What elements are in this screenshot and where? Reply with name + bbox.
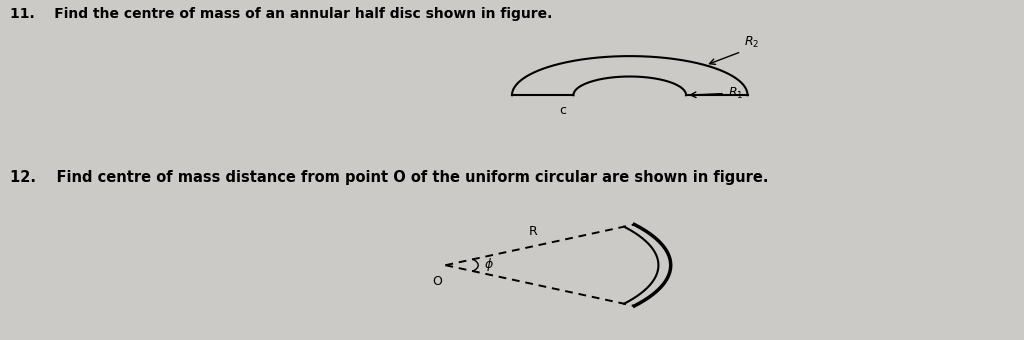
Text: R: R	[529, 225, 538, 238]
Text: 12.    Find centre of mass distance from point O of the uniform circular are sho: 12. Find centre of mass distance from po…	[10, 170, 769, 185]
Text: $\phi$: $\phi$	[484, 256, 495, 273]
Text: c: c	[560, 104, 566, 117]
Text: $R_2$: $R_2$	[744, 35, 760, 50]
Text: O: O	[432, 275, 442, 288]
Text: 11.    Find the centre of mass of an annular half disc shown in figure.: 11. Find the centre of mass of an annula…	[10, 7, 553, 21]
Text: $R_1$: $R_1$	[728, 86, 743, 101]
